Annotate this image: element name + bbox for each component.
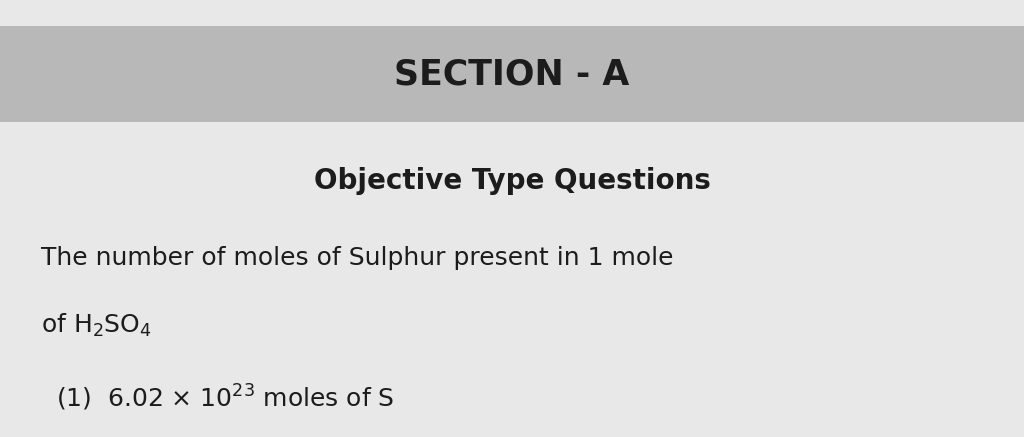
Text: Objective Type Questions: Objective Type Questions <box>313 167 711 195</box>
Text: SECTION - A: SECTION - A <box>394 57 630 91</box>
Text: of $\mathregular{H_2SO_4}$: of $\mathregular{H_2SO_4}$ <box>41 312 152 339</box>
Bar <box>0 0 1024 26</box>
Text: The number of moles of Sulphur present in 1 mole: The number of moles of Sulphur present i… <box>41 246 674 270</box>
Bar <box>0 26 1024 122</box>
Text: (1)  6.02 $\times$ 10$^{23}$ moles of S: (1) 6.02 $\times$ 10$^{23}$ moles of S <box>56 382 394 413</box>
